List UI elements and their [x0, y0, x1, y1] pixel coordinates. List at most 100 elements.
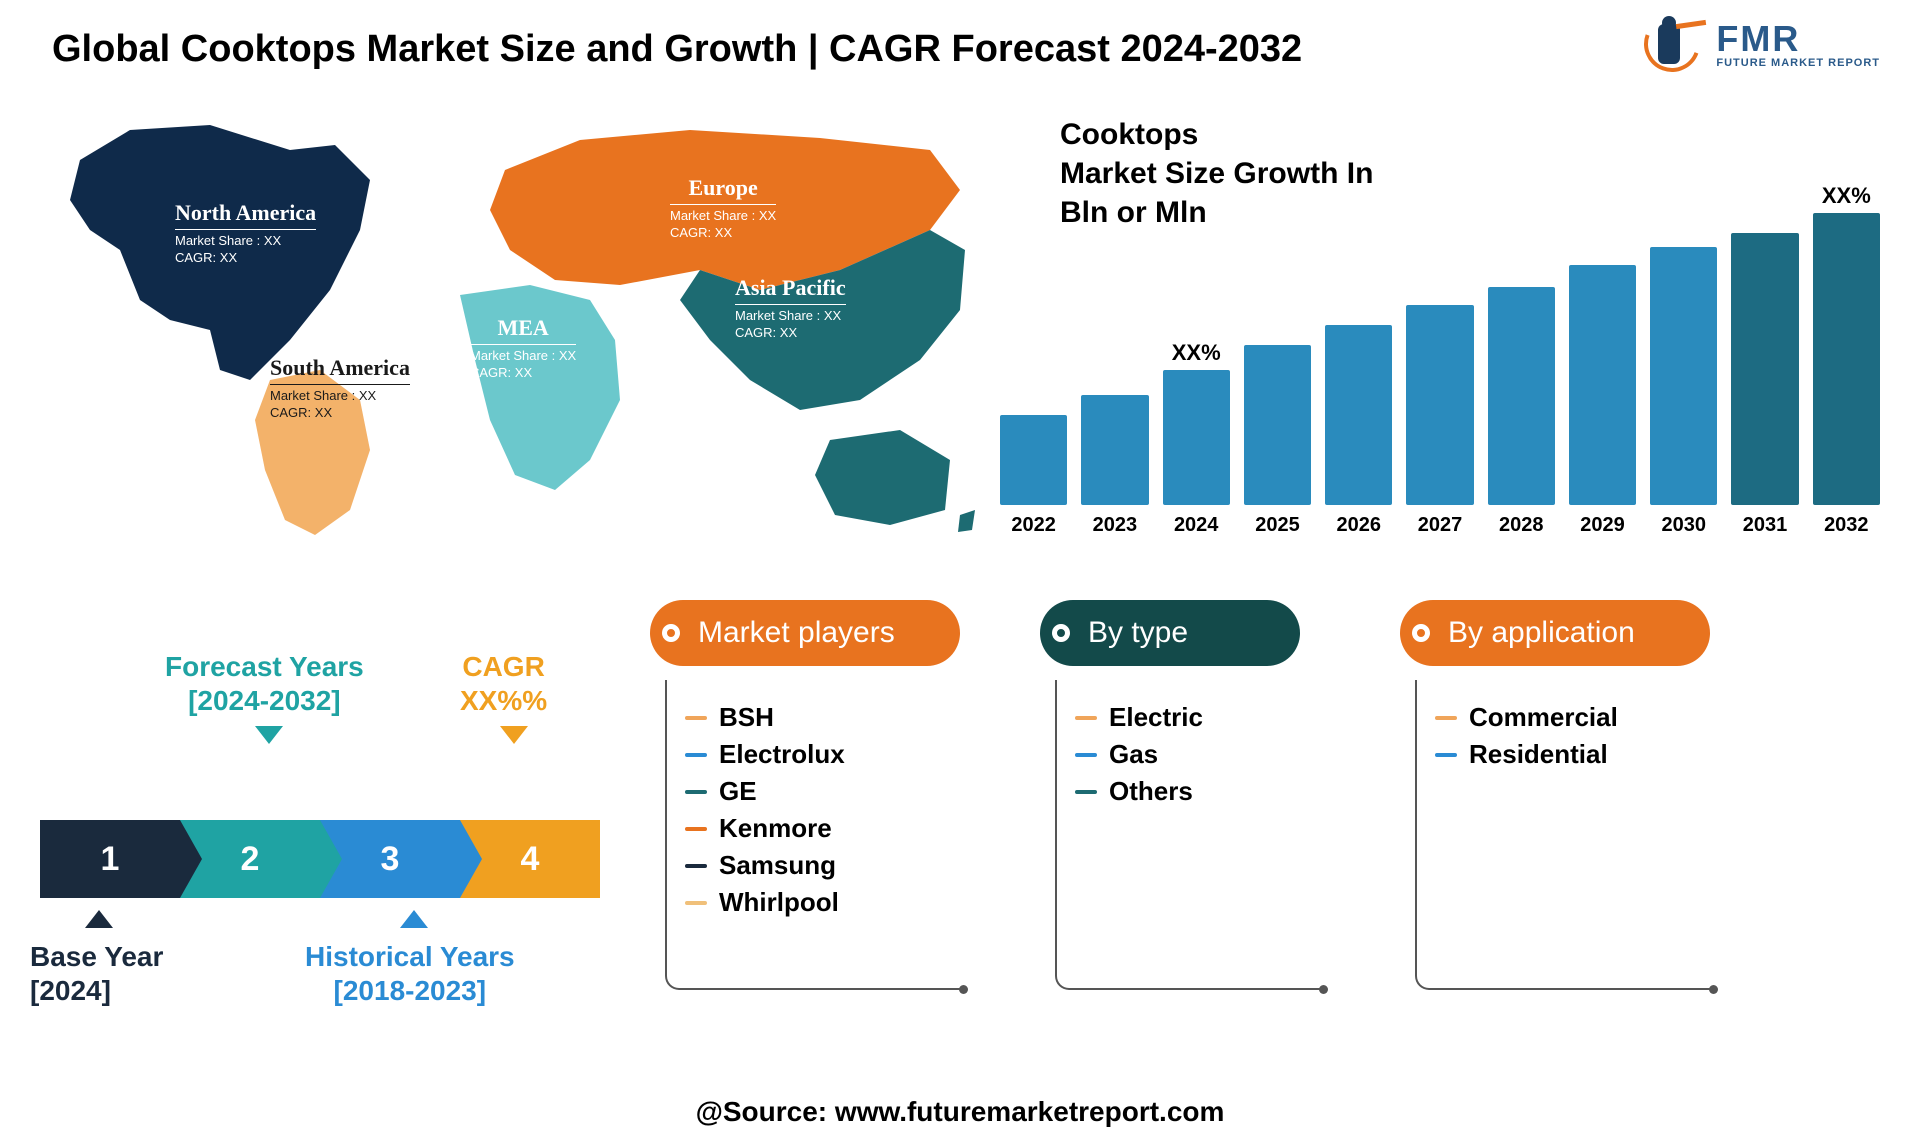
region-name: Europe: [670, 175, 776, 201]
tick-icon: [1435, 716, 1457, 720]
bar: [1731, 233, 1798, 505]
tick-icon: [685, 716, 707, 720]
list-item-label: Kenmore: [719, 813, 832, 844]
chart-bars: 202220232024XX%2025202620272028202920302…: [1000, 195, 1880, 505]
pill-label: Market players: [698, 616, 895, 650]
tick-icon: [1075, 790, 1097, 794]
bar-2023: 2023: [1081, 395, 1148, 505]
list-item-label: Samsung: [719, 850, 836, 881]
callout-base: Base Year [2024]: [30, 940, 163, 1007]
callout-title: Historical Years: [305, 940, 515, 974]
bar: [1163, 370, 1230, 505]
bar-2027: 2027: [1406, 305, 1473, 505]
list-item: Commercial: [1435, 702, 1711, 733]
tick-icon: [685, 864, 707, 868]
region-cagr: CAGR: XX: [175, 250, 316, 267]
bar-2032: 2032XX%: [1813, 213, 1880, 505]
bar: [1244, 345, 1311, 505]
world-map: North America Market Share : XX CAGR: XX…: [60, 120, 980, 540]
list-market-players: BSH Electrolux GE Kenmore Samsung Whirlpool: [665, 680, 965, 990]
bar-year-label: 2026: [1336, 514, 1381, 537]
callout-title: Forecast Years: [165, 650, 364, 684]
bar-year-label: 2024: [1174, 514, 1219, 537]
list-item: Gas: [1075, 739, 1321, 770]
tick-icon: [1075, 716, 1097, 720]
growth-bar-chart: CooktopsMarket Size Growth InBln or Mln …: [1000, 115, 1880, 545]
list-item: Whirlpool: [685, 887, 961, 918]
pill-dot-icon: [1412, 624, 1430, 642]
label-north-america: North America Market Share : XX CAGR: XX: [175, 200, 316, 267]
tick-icon: [685, 753, 707, 757]
list-item: Kenmore: [685, 813, 961, 844]
pill-market-players: Market players: [650, 600, 960, 666]
pill-label: By application: [1448, 616, 1635, 650]
callout-sub: [2024-2032]: [165, 684, 364, 718]
region-share: Market Share : XX: [470, 348, 576, 365]
callout-title: CAGR: [460, 650, 547, 684]
bar: [1488, 287, 1555, 505]
bar-year-label: 2027: [1418, 514, 1463, 537]
callout-sub: [2018-2023]: [305, 974, 515, 1008]
logo-text-sub: FUTURE MARKET REPORT: [1716, 57, 1880, 69]
list-item-label: Gas: [1109, 739, 1158, 770]
region-cagr: CAGR: XX: [670, 225, 776, 242]
label-europe: Europe Market Share : XX CAGR: XX: [670, 175, 776, 242]
list-item-label: Electric: [1109, 702, 1203, 733]
list-item: Others: [1075, 776, 1321, 807]
list-item-label: Whirlpool: [719, 887, 839, 918]
region-cagr: CAGR: XX: [470, 365, 576, 382]
tick-icon: [685, 827, 707, 831]
timeline-segment-1: 1: [40, 820, 180, 898]
pill-by-type: By type: [1040, 600, 1300, 666]
bar: [1000, 415, 1067, 505]
region-nz: [958, 510, 975, 532]
logo-text-fmr: FMR: [1716, 21, 1880, 57]
list-item: Samsung: [685, 850, 961, 881]
list-item: Electric: [1075, 702, 1321, 733]
region-share: Market Share : XX: [670, 208, 776, 225]
region-share: Market Share : XX: [735, 308, 846, 325]
list-item: BSH: [685, 702, 961, 733]
bar-year-label: 2022: [1011, 514, 1056, 537]
bar-2030: 2030: [1650, 247, 1717, 505]
list-item-label: Electrolux: [719, 739, 845, 770]
bar: [1406, 305, 1473, 505]
fmr-logo-icon: [1638, 10, 1708, 80]
pill-label: By type: [1088, 616, 1188, 650]
list-item: Residential: [1435, 739, 1711, 770]
list-item: Electrolux: [685, 739, 961, 770]
bar-2022: 2022: [1000, 415, 1067, 505]
label-mea: MEA Market Share : XX CAGR: XX: [470, 315, 576, 382]
bar-year-label: 2025: [1255, 514, 1300, 537]
bar-annotation: XX%: [1822, 183, 1871, 209]
bar-year-label: 2031: [1743, 514, 1788, 537]
bar: [1569, 265, 1636, 505]
bar-annotation: XX%: [1172, 340, 1221, 366]
list-item-label: GE: [719, 776, 757, 807]
tick-icon: [1075, 753, 1097, 757]
list-item-label: Commercial: [1469, 702, 1618, 733]
source-text: @Source: www.futuremarketreport.com: [0, 1096, 1920, 1128]
bar-2029: 2029: [1569, 265, 1636, 505]
region-name: South America: [270, 355, 410, 381]
region-name: Asia Pacific: [735, 275, 846, 301]
region-cagr: CAGR: XX: [270, 405, 410, 422]
bar-2024: 2024XX%: [1163, 370, 1230, 505]
region-share: Market Share : XX: [175, 233, 316, 250]
bar: [1325, 325, 1392, 505]
callout-title: Base Year: [30, 940, 163, 974]
region-cagr: CAGR: XX: [735, 325, 846, 342]
tick-icon: [685, 901, 707, 905]
region-name: North America: [175, 200, 316, 226]
region-share: Market Share : XX: [270, 388, 410, 405]
bar: [1650, 247, 1717, 505]
bar-year-label: 2023: [1093, 514, 1138, 537]
bar-2025: 2025: [1244, 345, 1311, 505]
bar-year-label: 2028: [1499, 514, 1544, 537]
bar: [1813, 213, 1880, 505]
region-australia: [815, 430, 950, 525]
bar-year-label: 2029: [1580, 514, 1625, 537]
tick-icon: [1435, 753, 1457, 757]
list-item-label: Residential: [1469, 739, 1608, 770]
pill-dot-icon: [662, 624, 680, 642]
